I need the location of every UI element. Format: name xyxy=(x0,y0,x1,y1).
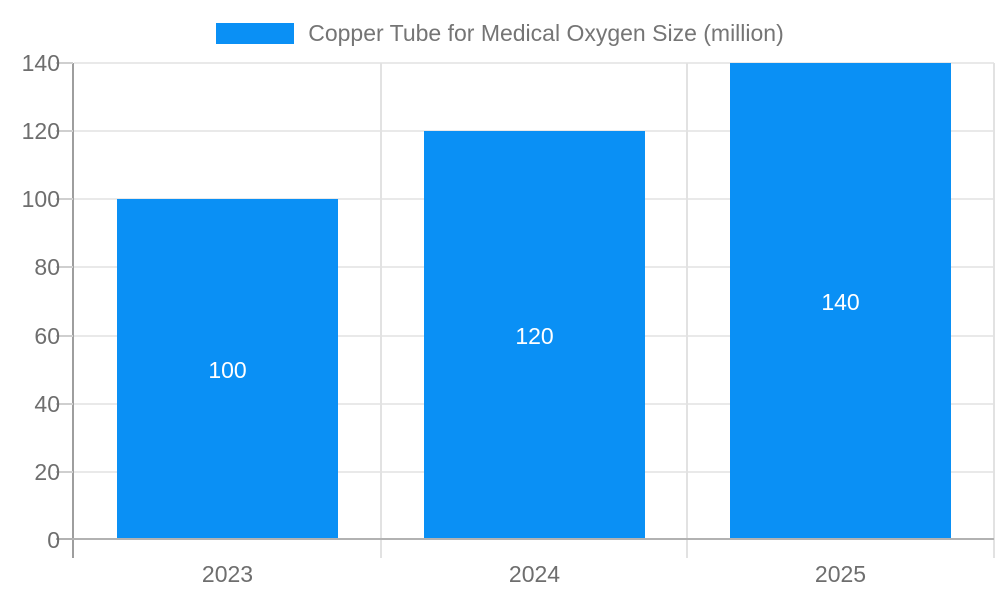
bar-data-label: 140 xyxy=(821,288,860,315)
y-axis-tick-label: 100 xyxy=(21,186,60,213)
y-axis-tick-label: 140 xyxy=(21,50,60,76)
gridline-horizontal xyxy=(74,62,994,64)
y-axis-tick xyxy=(56,402,73,405)
x-axis-tick-label: 2025 xyxy=(814,561,867,587)
y-axis-tick-label: 40 xyxy=(34,390,60,417)
y-axis-tick-label: 80 xyxy=(34,254,60,281)
y-axis-tick-label: 60 xyxy=(34,322,60,349)
bar-2023[interactable] xyxy=(117,199,338,540)
bar-2024[interactable] xyxy=(424,131,645,540)
gridline-vertical xyxy=(686,63,688,540)
y-axis-tick xyxy=(56,62,73,64)
y-axis-tick xyxy=(56,266,73,269)
legend-label: Copper Tube for Medical Oxygen Size (mil… xyxy=(308,19,784,46)
bar-data-label: 120 xyxy=(515,322,554,349)
gridline-vertical xyxy=(993,63,995,540)
x-axis-tick xyxy=(380,540,382,558)
bar-data-label: 100 xyxy=(208,356,247,383)
legend-swatch xyxy=(216,22,295,44)
x-axis-line xyxy=(56,538,994,540)
y-axis-tick xyxy=(56,334,73,337)
x-axis-tick xyxy=(686,540,688,558)
x-axis-tick-label: 2023 xyxy=(201,561,254,587)
plot-area: 100 120 140 xyxy=(74,62,995,540)
x-axis-tick xyxy=(993,540,995,558)
y-axis-tick xyxy=(56,198,73,201)
gridline-vertical xyxy=(380,63,382,540)
bar-2025[interactable] xyxy=(730,63,951,540)
y-axis-tick xyxy=(56,130,73,133)
chart-legend: Copper Tube for Medical Oxygen Size (mil… xyxy=(0,19,1000,47)
y-axis-line xyxy=(72,63,74,558)
y-axis-tick-label: 0 xyxy=(47,527,60,553)
legend-item[interactable]: Copper Tube for Medical Oxygen Size (mil… xyxy=(216,20,784,47)
x-axis-tick-label: 2024 xyxy=(508,561,561,587)
y-axis-tick xyxy=(56,470,73,473)
y-axis-tick-label: 20 xyxy=(34,458,60,485)
y-axis-tick-label: 120 xyxy=(21,118,60,145)
